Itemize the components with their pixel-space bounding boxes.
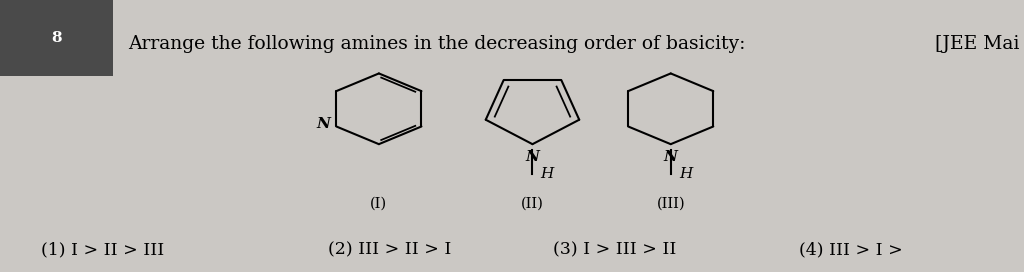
Text: (3) I > III > II: (3) I > III > II [553, 242, 676, 259]
Text: H: H [541, 167, 554, 181]
Text: N: N [525, 150, 540, 163]
Text: (II): (II) [521, 197, 544, 211]
Text: [JEE Mai: [JEE Mai [935, 35, 1019, 52]
Text: (2) III > II > I: (2) III > II > I [328, 242, 451, 259]
Text: (1) I > II > III: (1) I > II > III [41, 242, 164, 259]
Text: N: N [664, 150, 678, 163]
Text: 8: 8 [51, 31, 61, 45]
Text: (4) III > I >: (4) III > I > [799, 242, 902, 259]
Bar [0, 0, 113, 76]
Text: Arrange the following amines in the decreasing order of basicity:: Arrange the following amines in the decr… [128, 35, 745, 52]
Text: (III): (III) [656, 197, 685, 211]
Text: N: N [316, 117, 330, 131]
Text: H: H [679, 167, 692, 181]
Text: (I): (I) [371, 197, 387, 211]
